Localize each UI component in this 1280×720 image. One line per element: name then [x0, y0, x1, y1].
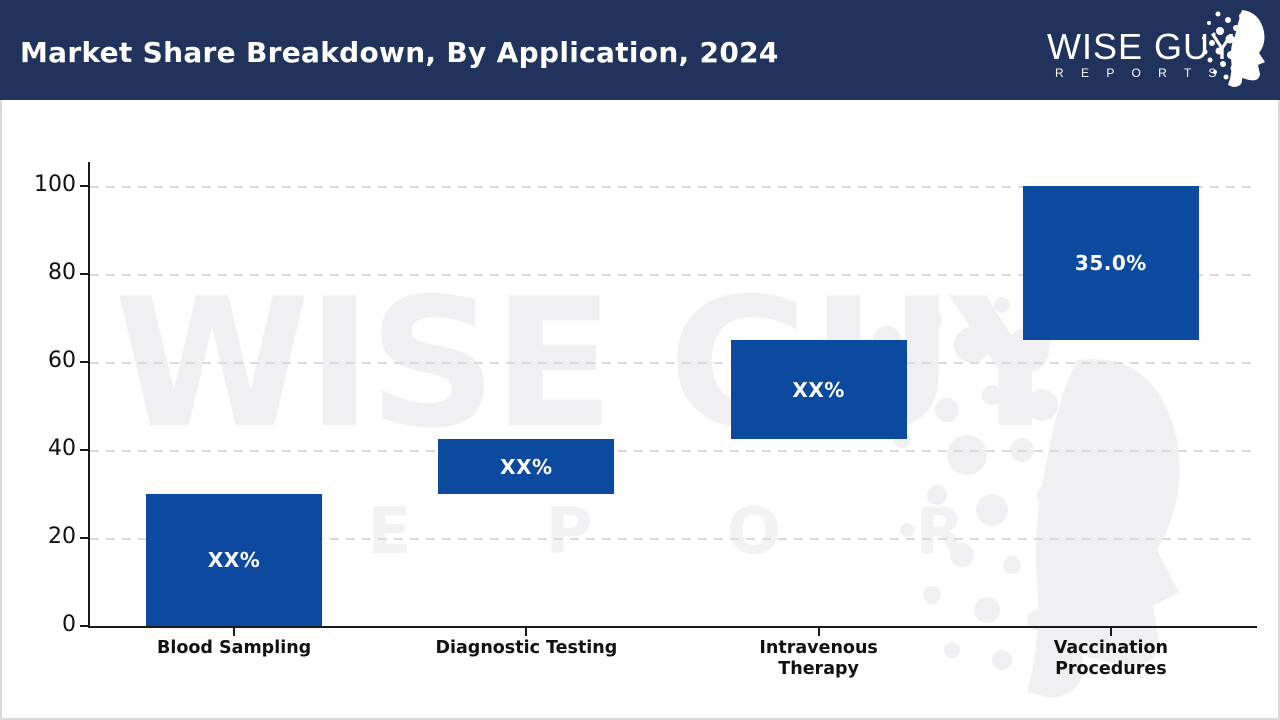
logo-wordmark: WISE GUY: [1047, 26, 1236, 67]
y-tick-label: 20: [48, 524, 76, 549]
y-gridline: [90, 274, 1257, 276]
x-category-label: Blood Sampling: [157, 638, 312, 658]
x-category-label: Intravenous Therapy: [759, 638, 878, 679]
y-gridline: [90, 362, 1257, 364]
y-tick-label: 40: [48, 436, 76, 461]
bar-value-label: 35.0%: [1074, 251, 1147, 275]
waterfall-bar-segment: 35.0%: [1022, 186, 1199, 340]
face-profile-icon: [1202, 10, 1265, 87]
y-tick-mark: [80, 449, 88, 451]
page-title: Market Share Breakdown, By Application, …: [20, 36, 779, 69]
y-tick-mark: [80, 537, 88, 539]
waterfall-bar-segment: XX%: [438, 439, 615, 494]
x-axis-line: [88, 626, 1257, 628]
y-tick-label: 100: [34, 172, 76, 197]
y-gridline: [90, 186, 1257, 188]
y-tick-mark: [80, 273, 88, 275]
x-category-label: Diagnostic Testing: [435, 638, 618, 658]
chart-area: WISE GUY R E P O R T S 0 20 40 60 80 100 XX% Bl…: [0, 100, 1280, 720]
waterfall-bar-segment: XX%: [730, 340, 907, 439]
x-category-label: Vaccination Procedures: [1053, 638, 1168, 679]
y-tick-label: 0: [62, 612, 76, 637]
y-gridline: [90, 538, 1257, 540]
y-tick-mark: [80, 625, 88, 627]
y-tick-label: 60: [48, 348, 76, 373]
bar-value-label: XX%: [500, 454, 553, 479]
y-tick-mark: [80, 361, 88, 363]
wiseguy-logo: WISE GUY R E P O R T S: [1005, 6, 1270, 94]
waterfall-chart: 0 20 40 60 80 100 XX% Blood Sampling XX% Diagnost…: [2, 100, 1280, 718]
waterfall-bar-segment: XX%: [146, 494, 323, 626]
x-tick-mark: [817, 628, 820, 636]
y-gridline: [90, 450, 1257, 452]
watermark-head-graphic: [873, 297, 1180, 698]
bar-value-label: XX%: [792, 377, 845, 402]
bar-value-label: XX%: [207, 548, 261, 572]
x-tick-mark: [525, 628, 528, 636]
header-banner: Market Share Breakdown, By Application, …: [0, 0, 1280, 100]
y-tick-mark: [80, 185, 88, 187]
y-axis-line: [88, 162, 90, 628]
logo-subtitle: R E P O R T S: [1055, 66, 1224, 80]
x-tick-mark: [233, 628, 236, 636]
x-tick-mark: [1109, 628, 1112, 636]
y-tick-label: 80: [48, 260, 76, 285]
